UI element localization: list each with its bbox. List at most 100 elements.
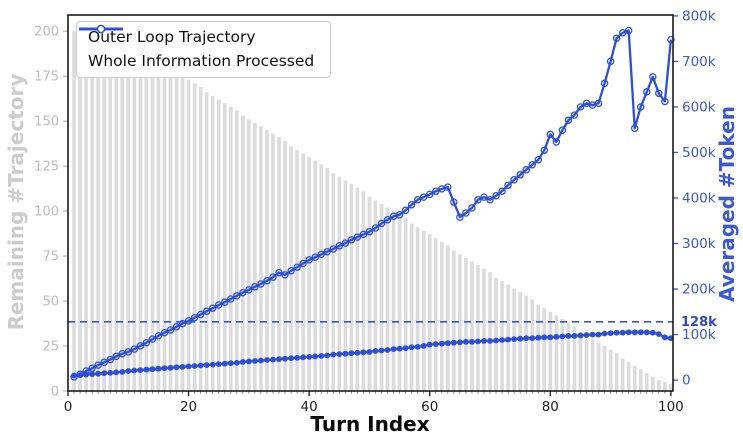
data-point xyxy=(487,338,493,344)
bar xyxy=(373,200,378,391)
x-tick-label: 40 xyxy=(301,399,318,415)
bar xyxy=(108,76,113,391)
data-point xyxy=(317,250,325,259)
bar xyxy=(470,261,474,391)
bar xyxy=(590,338,595,391)
data-point xyxy=(565,333,572,339)
data-point xyxy=(377,219,386,228)
bar xyxy=(265,130,269,391)
data-point xyxy=(426,341,433,348)
data-point xyxy=(504,181,512,189)
bar xyxy=(337,176,342,391)
right-tick-label: 500k xyxy=(682,145,716,161)
data-point xyxy=(577,332,584,339)
bar xyxy=(144,76,149,391)
bar xyxy=(253,122,257,392)
bar xyxy=(536,304,541,391)
data-point xyxy=(136,342,145,350)
outer-loop-line xyxy=(71,329,674,379)
bar xyxy=(458,254,462,391)
bar xyxy=(657,380,661,391)
data-point xyxy=(498,187,506,195)
data-point xyxy=(643,88,651,96)
x-tick-label: 80 xyxy=(542,399,559,415)
data-point xyxy=(113,369,120,376)
bar xyxy=(283,140,287,391)
data-point xyxy=(546,130,555,139)
data-point xyxy=(359,230,368,239)
data-point xyxy=(233,292,241,300)
data-point xyxy=(131,367,138,374)
left-tick-label: 175 xyxy=(34,70,59,85)
bar xyxy=(241,115,245,391)
bar xyxy=(186,79,191,392)
bar xyxy=(162,76,167,391)
data-point xyxy=(239,359,246,365)
bar xyxy=(638,369,643,391)
bar xyxy=(596,342,601,391)
data-point xyxy=(462,209,470,217)
data-point xyxy=(300,354,306,361)
data-point xyxy=(323,247,331,256)
data-point xyxy=(378,347,385,354)
data-point xyxy=(227,295,235,303)
plot-border xyxy=(67,14,674,392)
data-point xyxy=(263,277,271,285)
data-point xyxy=(438,340,445,347)
data-point xyxy=(342,350,349,357)
data-point xyxy=(76,370,84,378)
data-point xyxy=(353,233,362,241)
bar xyxy=(626,362,631,391)
data-point xyxy=(354,349,361,356)
bar xyxy=(228,106,233,392)
bar xyxy=(669,383,673,391)
x-tick-label: 0 xyxy=(64,399,73,415)
bar xyxy=(319,164,324,391)
data-point xyxy=(553,333,560,340)
data-point xyxy=(203,362,210,368)
data-point xyxy=(475,338,481,345)
data-point xyxy=(606,57,615,66)
bar xyxy=(259,126,263,391)
bar xyxy=(355,187,360,391)
data-point xyxy=(221,360,228,367)
data-point xyxy=(239,288,247,297)
data-point xyxy=(341,239,350,247)
data-point xyxy=(486,196,494,204)
data-point xyxy=(276,356,282,362)
data-point xyxy=(631,329,638,336)
bar xyxy=(500,281,504,391)
data-point xyxy=(649,329,656,336)
data-point xyxy=(184,317,193,325)
data-point xyxy=(252,358,258,364)
data-point xyxy=(594,99,603,108)
bar xyxy=(379,203,384,391)
data-point xyxy=(456,213,464,221)
data-point xyxy=(528,161,536,169)
data-point xyxy=(396,345,403,352)
bar xyxy=(289,146,293,391)
bar xyxy=(644,373,649,391)
data-point xyxy=(601,330,608,337)
bar xyxy=(222,103,227,391)
data-point xyxy=(595,331,602,338)
bar xyxy=(427,234,432,391)
data-point xyxy=(311,253,319,261)
data-point xyxy=(89,371,95,378)
data-point xyxy=(167,364,174,371)
data-point xyxy=(432,341,439,347)
data-point xyxy=(348,350,355,357)
data-point xyxy=(312,353,319,360)
bar xyxy=(277,137,281,391)
bar xyxy=(247,119,251,392)
bar xyxy=(548,311,553,391)
data-point xyxy=(534,156,543,164)
legend-label: Outer Loop Trajectory xyxy=(88,28,256,46)
bar xyxy=(494,277,498,391)
bar xyxy=(174,76,179,391)
data-point xyxy=(293,263,301,271)
bar xyxy=(572,326,577,391)
data-point xyxy=(160,328,169,337)
bar xyxy=(566,322,571,391)
bar xyxy=(204,92,209,392)
